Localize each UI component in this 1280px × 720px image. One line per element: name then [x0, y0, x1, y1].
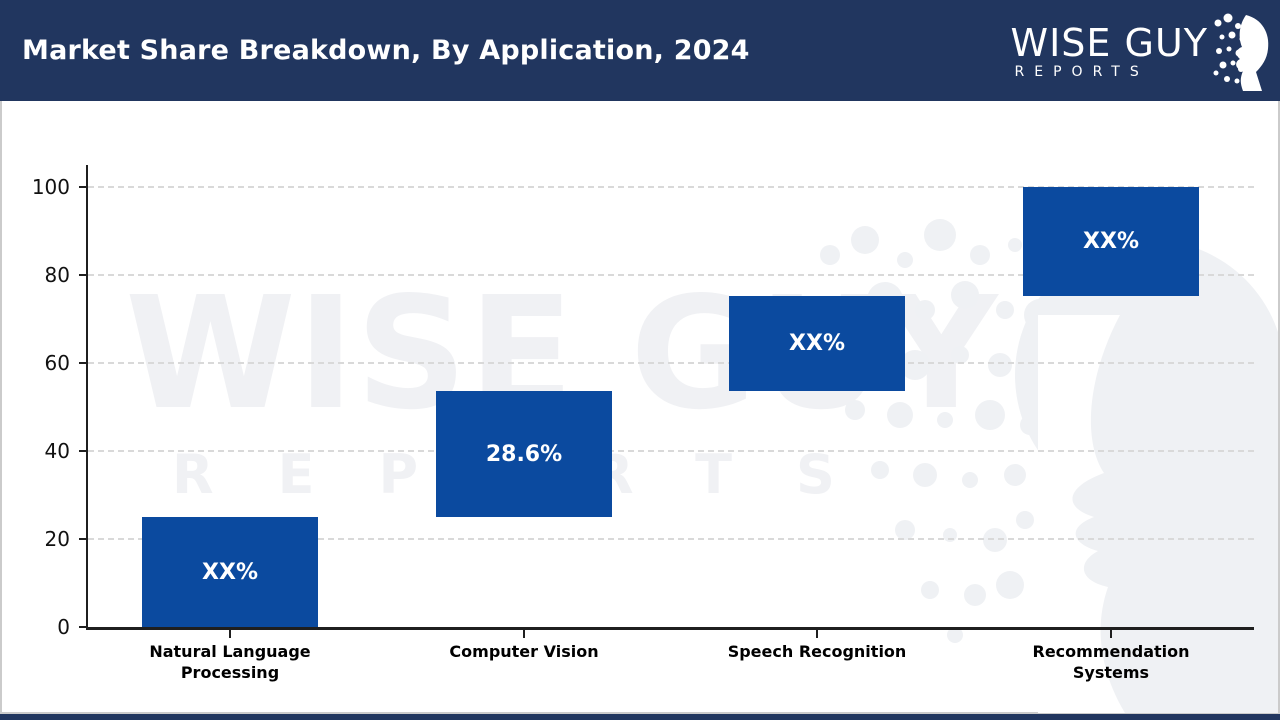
y-gridline: [88, 450, 1254, 452]
x-category-label: Computer Vision: [449, 642, 599, 661]
logo-head-icon: [1213, 13, 1269, 91]
y-tick-label: 80: [44, 263, 70, 287]
y-gridline: [88, 362, 1254, 364]
x-category-label: Recommendation Systems: [1032, 642, 1190, 682]
bar: XX%: [729, 296, 905, 392]
y-tick-mark: [79, 538, 88, 540]
y-tick-mark: [79, 450, 88, 452]
y-tick-mark: [79, 274, 88, 276]
y-gridline: [88, 274, 1254, 276]
y-tick-label: 20: [44, 527, 70, 551]
x-category-label: Natural Language Processing: [149, 642, 311, 682]
footer-bar: [0, 714, 1280, 720]
y-tick-mark: [79, 186, 88, 188]
y-gridline: [88, 186, 1254, 188]
x-tick-mark: [229, 630, 231, 638]
bar-value-label: 28.6%: [485, 441, 563, 467]
logo-wordmark: WISE GUY: [1010, 20, 1208, 65]
x-tick-mark: [523, 630, 525, 638]
x-category-label: Speech Recognition: [727, 642, 907, 661]
bar-value-label: XX%: [1083, 229, 1139, 255]
y-tick-label: 0: [57, 615, 70, 639]
y-tick-label: 100: [31, 175, 70, 199]
bar-value-label: XX%: [202, 559, 258, 585]
y-tick-label: 40: [44, 439, 70, 463]
y-tick-mark: [79, 626, 88, 628]
x-tick-mark: [816, 630, 818, 638]
page-title: Market Share Breakdown, By Application, …: [22, 35, 750, 66]
bar: XX%: [142, 517, 318, 627]
bar: XX%: [1023, 187, 1199, 297]
x-tick-mark: [1110, 630, 1112, 638]
logo-subtitle: REPORTS: [1014, 64, 1149, 81]
y-tick-mark: [79, 362, 88, 364]
logo: WISE GUY REPORTS: [1011, 6, 1272, 98]
y-axis-line: [86, 165, 88, 630]
y-gridline: [88, 538, 1254, 540]
x-axis-line: [86, 627, 1254, 630]
header: Market Share Breakdown, By Application, …: [0, 0, 1280, 101]
y-tick-label: 60: [44, 351, 70, 375]
bar-value-label: XX%: [789, 331, 845, 357]
logo-text: WISE GUY REPORTS: [1010, 20, 1208, 81]
bar: 28.6%: [436, 391, 612, 517]
